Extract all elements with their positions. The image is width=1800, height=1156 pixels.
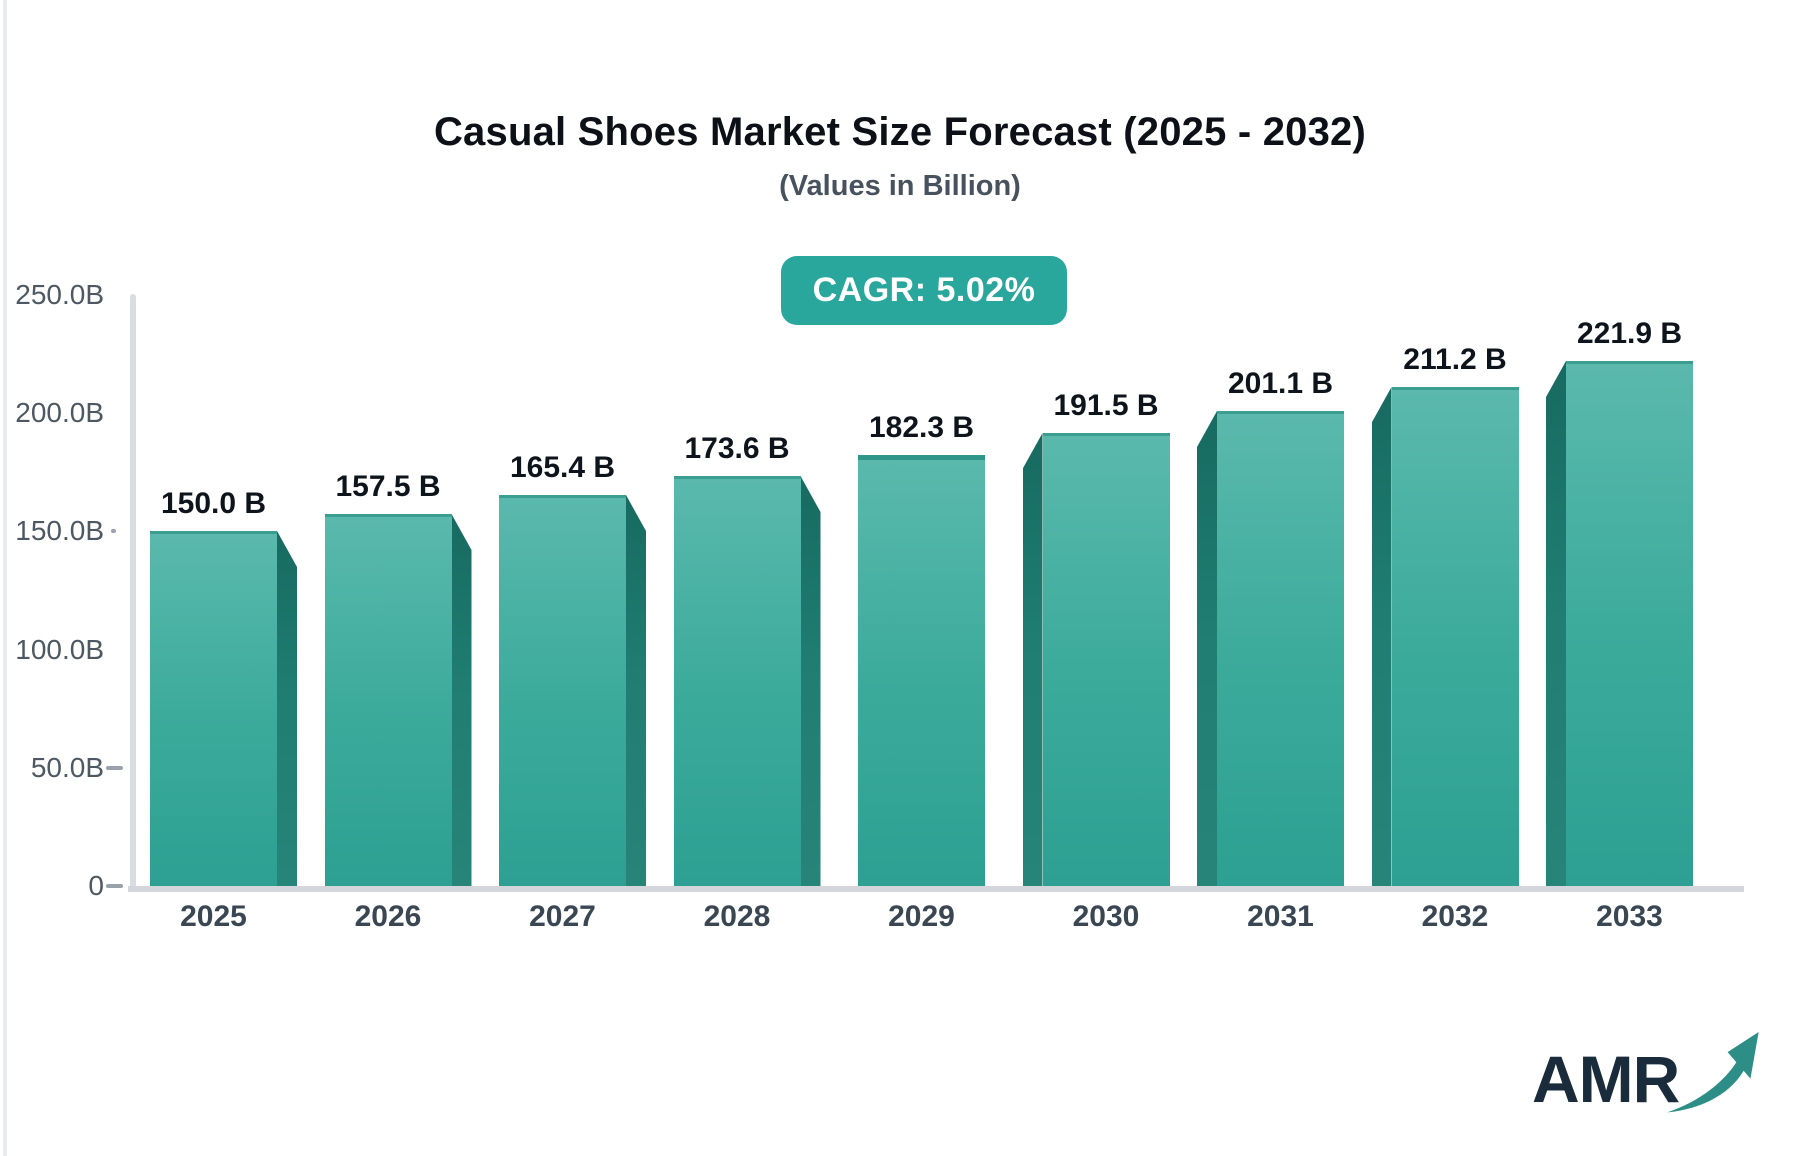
bar-side <box>1371 387 1392 886</box>
y-tick-label: 200.0B <box>15 397 104 429</box>
bar <box>858 455 985 886</box>
y-tick-label: 250.0B <box>15 279 104 310</box>
y-tick-label: 50.0B <box>30 751 104 783</box>
bar <box>1391 387 1519 886</box>
x-axis-label: 2026 <box>354 900 422 933</box>
y-tick-label: 150.0B <box>15 515 104 547</box>
bar <box>1566 361 1693 886</box>
growth-arrow-icon <box>1667 1032 1759 1113</box>
chart-subtitle: (Values in Billion) <box>779 170 1021 202</box>
y-tick-mark <box>106 765 123 770</box>
window-edge-divider <box>3 0 7 1156</box>
bar <box>499 495 626 886</box>
bar-side <box>1197 411 1217 886</box>
cagr-badge-row: CAGR: 5.02% <box>0 256 1800 325</box>
bar-side <box>277 531 297 886</box>
x-axis-label: 2031 <box>1247 900 1314 933</box>
bar-value-label: 157.5 B <box>335 470 441 503</box>
bar-side <box>451 514 472 886</box>
x-axis-label: 2032 <box>1421 900 1489 933</box>
logo: AMR <box>1532 1028 1761 1116</box>
x-axis-label: 2033 <box>1596 900 1663 933</box>
x-axis-line <box>128 886 1744 892</box>
bar <box>1042 433 1170 886</box>
bar-side <box>626 495 646 886</box>
bar-value-label: 173.6 B <box>684 432 790 465</box>
x-axis-label: 2025 <box>180 900 247 933</box>
bar-value-label: 221.9 B <box>1576 317 1683 350</box>
bar <box>150 531 277 886</box>
y-tick-label: 100.0B <box>15 633 104 665</box>
x-axis-label: 2030 <box>1072 900 1140 933</box>
bar-side <box>1022 433 1043 886</box>
x-axis-label: 2028 <box>703 900 771 933</box>
bar-value-label: 211.2 B <box>1403 343 1507 376</box>
y-tick-mark <box>111 529 116 534</box>
y-tick-mark <box>106 884 123 888</box>
bar-value-label: 182.3 B <box>868 411 975 444</box>
logo-text: AMR <box>1532 1042 1680 1116</box>
x-axis-label: 2029 <box>888 900 955 933</box>
bar <box>673 476 801 886</box>
y-tick-label: 0 <box>88 870 104 901</box>
bar-value-label: 191.5 B <box>1053 389 1159 422</box>
bar <box>1217 411 1344 886</box>
cagr-badge: CAGR: 5.02% <box>780 256 1068 325</box>
chart-title: Casual Shoes Market Size Forecast (2025 … <box>433 110 1367 154</box>
bar <box>324 514 452 886</box>
bar-side <box>1546 361 1566 886</box>
bar-side <box>800 476 821 886</box>
x-axis-label: 2027 <box>529 900 596 933</box>
y-axis-line <box>130 294 136 888</box>
bar-value-label: 150.0 B <box>160 487 267 520</box>
bar-value-label: 165.4 B <box>509 451 616 484</box>
bar-value-label: 201.1 B <box>1227 367 1334 400</box>
